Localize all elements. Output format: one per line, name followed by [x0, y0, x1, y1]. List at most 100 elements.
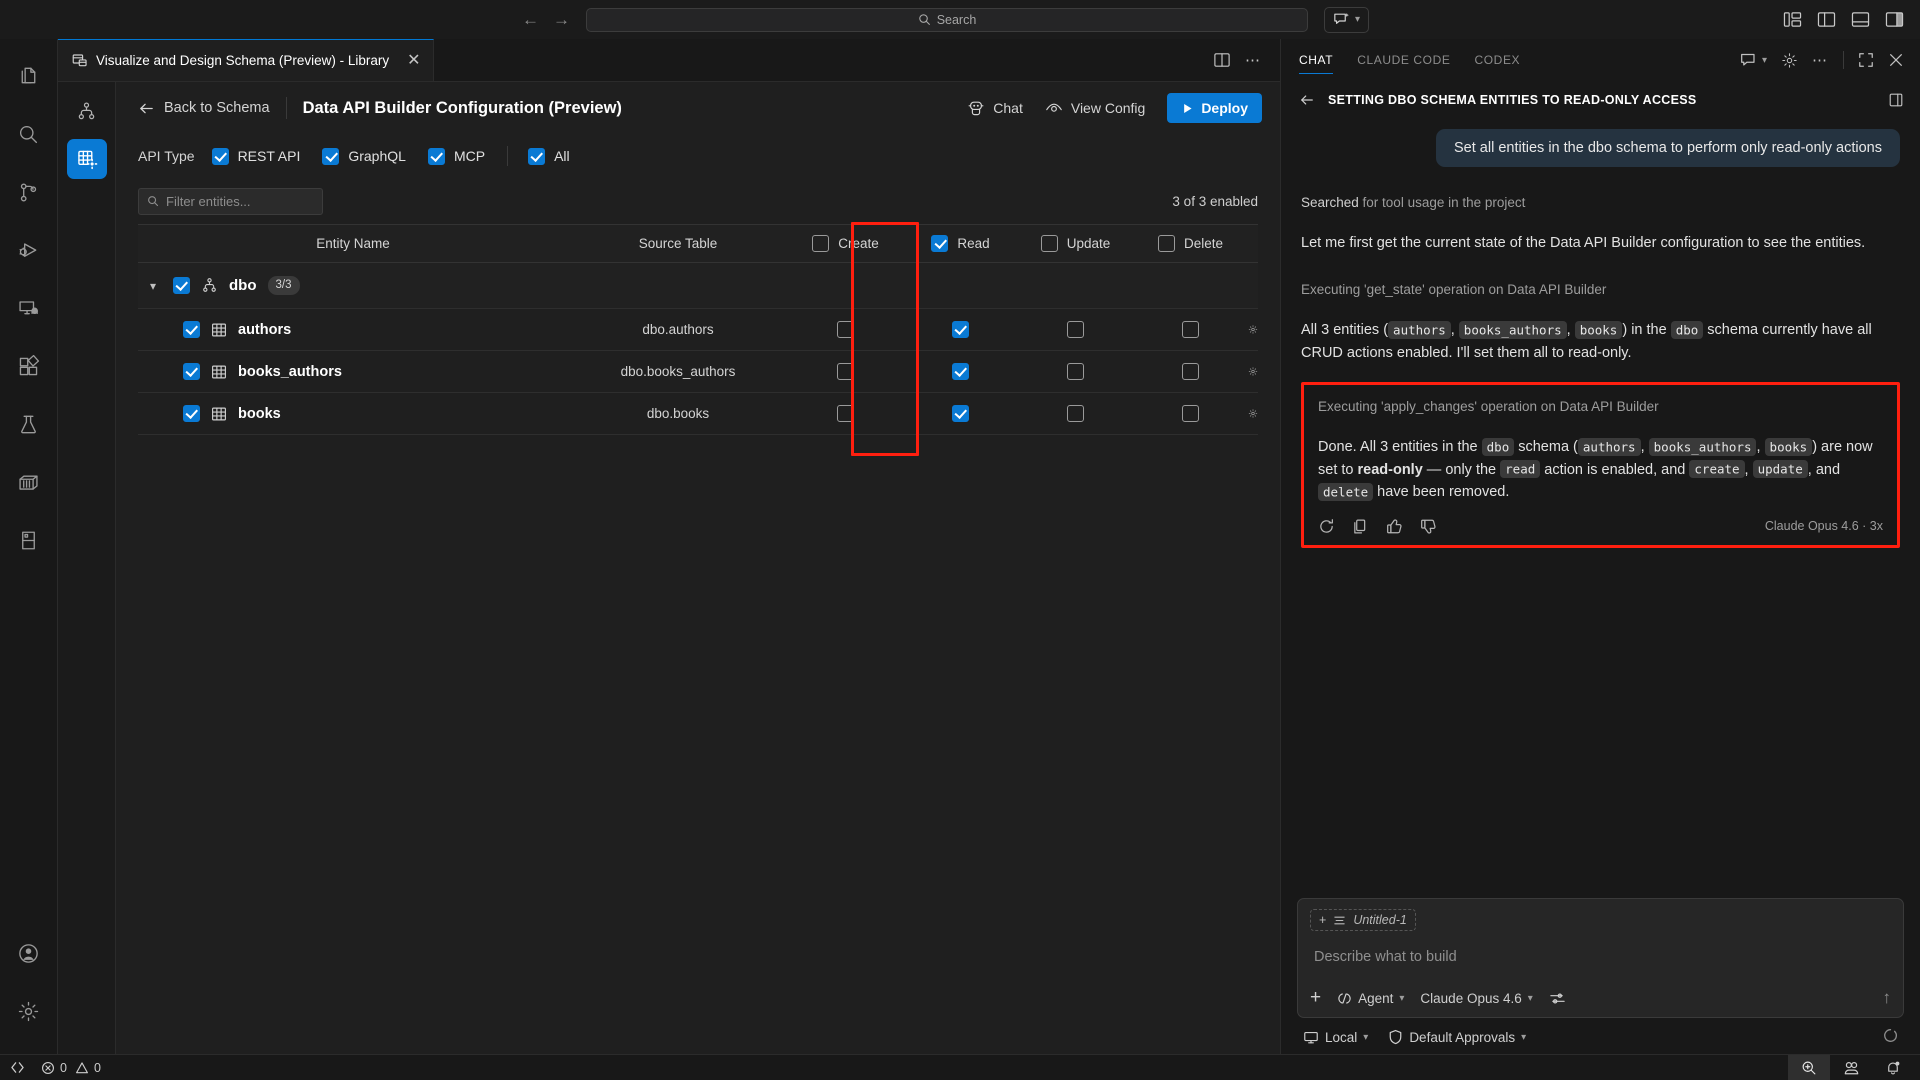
checkbox-books-update[interactable] — [1067, 405, 1084, 422]
rail-item-data-api-builder[interactable] — [66, 139, 107, 179]
layout-panel-bottom-icon[interactable] — [1851, 11, 1870, 28]
back-icon[interactable]: ← — [522, 10, 539, 29]
tab-claude-code[interactable]: CLAUDE CODE — [1357, 53, 1451, 67]
sidebar-item-database-projects[interactable] — [0, 511, 58, 569]
checkbox-books-delete[interactable] — [1182, 405, 1199, 422]
deploy-button[interactable]: Deploy — [1167, 93, 1262, 123]
command-search-input[interactable]: Search — [586, 7, 1308, 32]
open-panel-icon[interactable] — [1888, 92, 1904, 108]
arrow-left-icon[interactable] — [1299, 93, 1315, 107]
api-type-graphql-label: GraphQL — [348, 148, 406, 164]
table-group-row-dbo[interactable]: ▾ dbo 3/3 — [138, 262, 1258, 309]
chevron-down-icon[interactable]: ▾ — [1761, 54, 1767, 66]
thumbs-up-icon[interactable] — [1386, 518, 1403, 535]
checkbox-books-authors-read[interactable] — [952, 363, 969, 380]
sidebar-item-testing[interactable] — [0, 395, 58, 453]
split-editor-icon[interactable] — [1213, 52, 1231, 68]
agent-mode-selector[interactable]: Agent ▾ — [1337, 991, 1404, 1006]
sidebar-item-extensions[interactable] — [0, 337, 58, 395]
chat-history-icon[interactable] — [1740, 52, 1757, 68]
filter-entities-input[interactable]: Filter entities... — [138, 187, 323, 215]
table-row[interactable]: authors dbo.authors — [138, 309, 1258, 351]
checkbox-authors-read[interactable] — [952, 321, 969, 338]
checkbox-header-delete[interactable] — [1157, 235, 1175, 252]
checkbox-entity-books-authors[interactable] — [183, 363, 200, 380]
approvals-selector[interactable]: Default Approvals ▾ — [1388, 1029, 1526, 1045]
sidebar-item-containers[interactable] — [0, 453, 58, 511]
rail-item-schema-designer[interactable] — [67, 91, 107, 131]
back-to-schema-button[interactable]: Back to Schema — [138, 100, 270, 116]
checkbox-entity-authors[interactable] — [183, 321, 200, 338]
sidebar-item-explorer[interactable] — [0, 47, 58, 105]
plus-icon[interactable]: + — [1319, 913, 1327, 927]
chevron-down-icon[interactable]: ▾ — [150, 278, 157, 293]
accounts-button[interactable] — [0, 924, 58, 982]
checkbox-header-create[interactable] — [812, 235, 830, 252]
warnings-indicator[interactable]: 0 — [75, 1061, 101, 1075]
sliders-icon[interactable] — [1549, 991, 1566, 1006]
checkbox-header-update[interactable] — [1040, 235, 1058, 252]
checkbox-header-read[interactable] — [931, 235, 949, 252]
layout-sidebar-left-icon[interactable] — [1817, 11, 1836, 28]
chat-message-list[interactable]: Set all entities in the dbo schema to pe… — [1281, 119, 1920, 898]
api-type-mcp[interactable]: MCP — [427, 147, 485, 165]
tab-chat[interactable]: CHAT — [1299, 39, 1334, 81]
more-actions-icon[interactable]: ⋯ — [1812, 52, 1829, 69]
checkbox-group-dbo[interactable] — [173, 277, 190, 294]
thumbs-down-icon[interactable] — [1420, 518, 1437, 535]
plus-icon[interactable]: + — [1310, 987, 1322, 1008]
send-button[interactable]: ↑ — [1882, 988, 1892, 1007]
table-row[interactable]: books dbo.books — [138, 393, 1258, 435]
sidebar-item-remote-explorer[interactable]: >< — [0, 279, 58, 337]
gear-icon[interactable] — [1781, 52, 1798, 69]
errors-indicator[interactable]: 0 — [41, 1061, 67, 1075]
remote-indicator[interactable] — [10, 1061, 25, 1074]
environment-selector[interactable]: Local ▾ — [1303, 1030, 1368, 1045]
sidebar-item-source-control[interactable] — [0, 163, 58, 221]
sidebar-item-run-and-debug[interactable] — [0, 221, 58, 279]
close-icon[interactable] — [1888, 52, 1904, 68]
chat-composer[interactable]: + Untitled-1 Describe what to build + Ag… — [1297, 898, 1904, 1018]
model-selector[interactable]: Claude Opus 4.6 ▾ — [1420, 991, 1532, 1006]
close-icon[interactable]: ✕ — [407, 51, 421, 69]
maximize-icon[interactable] — [1858, 52, 1874, 68]
checkbox-mcp[interactable] — [427, 147, 445, 165]
checkbox-graphql[interactable] — [322, 147, 340, 165]
api-type-all[interactable]: All — [528, 147, 570, 165]
gear-icon[interactable] — [1248, 321, 1258, 338]
notifications-button[interactable] — [1872, 1055, 1914, 1080]
api-type-graphql[interactable]: GraphQL — [322, 147, 406, 165]
chat-button[interactable]: Chat — [967, 100, 1023, 117]
checkbox-books-authors-update[interactable] — [1067, 363, 1084, 380]
layout-panel-left-icon[interactable] — [1783, 11, 1802, 28]
checkbox-books-read[interactable] — [952, 405, 969, 422]
retry-icon[interactable] — [1318, 518, 1335, 535]
checkbox-books-authors-delete[interactable] — [1182, 363, 1199, 380]
checkbox-all[interactable] — [528, 147, 546, 165]
checkbox-entity-books[interactable] — [183, 405, 200, 422]
checkbox-books-create[interactable] — [837, 405, 854, 422]
more-actions-icon[interactable]: ⋯ — [1245, 52, 1262, 69]
gear-icon[interactable] — [1248, 405, 1258, 422]
gear-icon[interactable] — [1248, 363, 1258, 380]
zoom-button[interactable] — [1788, 1054, 1830, 1080]
tool-apply-changes-line: Executing 'apply_changes' operation on D… — [1318, 399, 1659, 415]
checkbox-authors-delete[interactable] — [1182, 321, 1199, 338]
copilot-chat-button[interactable]: ▾ — [1324, 6, 1370, 33]
manage-settings-button[interactable] — [0, 982, 58, 1040]
live-share-button[interactable] — [1830, 1055, 1872, 1080]
editor-tab-schema-designer[interactable]: Visualize and Design Schema (Preview) - … — [58, 39, 434, 81]
sidebar-item-search[interactable] — [0, 105, 58, 163]
checkbox-rest[interactable] — [211, 147, 229, 165]
copy-icon[interactable] — [1352, 518, 1369, 535]
context-chip[interactable]: + Untitled-1 — [1310, 909, 1416, 931]
tab-codex[interactable]: CODEX — [1474, 53, 1521, 67]
layout-sidebar-right-icon[interactable] — [1885, 11, 1904, 28]
view-config-button[interactable]: View Config — [1045, 100, 1145, 116]
checkbox-books-authors-create[interactable] — [837, 363, 854, 380]
table-row[interactable]: books_authors dbo.books_authors — [138, 351, 1258, 393]
checkbox-authors-update[interactable] — [1067, 321, 1084, 338]
checkbox-authors-create[interactable] — [837, 321, 854, 338]
forward-icon[interactable]: → — [553, 10, 570, 29]
api-type-rest[interactable]: REST API — [211, 147, 300, 165]
